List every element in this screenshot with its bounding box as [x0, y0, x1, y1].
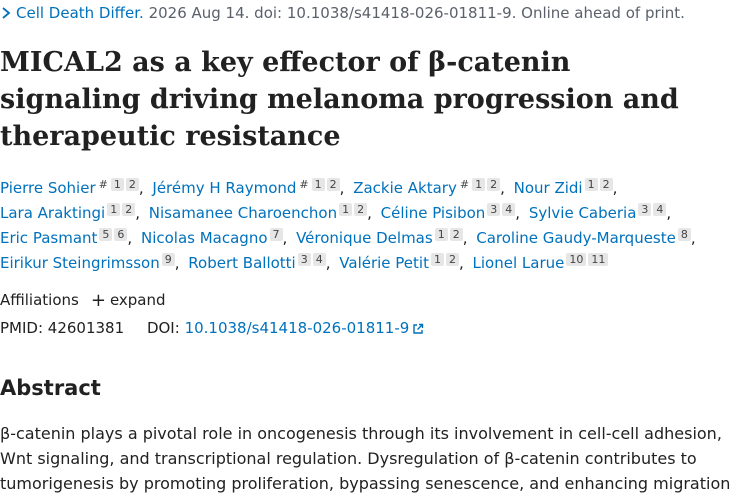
external-link-icon — [413, 323, 424, 334]
author: Caroline Gaudy-Marqueste 8 — [476, 228, 700, 247]
author-superscript[interactable]: 2 — [326, 178, 340, 191]
author-name[interactable]: Caroline Gaudy-Marqueste — [476, 229, 676, 247]
article-title: MICAL2 as a key effector of β-catenin si… — [0, 47, 679, 152]
author-superscript[interactable]: 9 — [161, 253, 175, 266]
author-name[interactable]: Eirikur Steingrimsson — [0, 254, 160, 272]
author-superscript[interactable]: 1 — [472, 178, 486, 191]
author: Nour Zidi 1 2 — [513, 178, 621, 197]
author-superscript[interactable]: 2 — [445, 253, 459, 266]
author-list: Pierre Sohier#12 Jérémy H Raymond#12 Zac… — [0, 176, 702, 276]
author-superscript[interactable]: 10 — [566, 253, 587, 266]
author-name[interactable]: Jérémy H Raymond — [152, 179, 297, 197]
author: Nisamanee Charoenchon 1 2 — [148, 203, 376, 222]
author-superscript[interactable]: 2 — [122, 203, 136, 216]
author-name[interactable]: Lara Araktingi — [0, 204, 106, 222]
author-superscript[interactable]: # — [98, 178, 108, 191]
author-superscript[interactable]: 2 — [449, 228, 463, 241]
abstract-text: β-catenin plays a pivotal role in oncoge… — [0, 424, 731, 500]
author-superscript[interactable]: 1 — [584, 178, 598, 191]
author-superscript[interactable]: 4 — [502, 203, 516, 216]
author-superscript[interactable]: 1 — [434, 228, 448, 241]
author-name[interactable]: Véronique Delmas — [296, 229, 433, 247]
author: Robert Ballotti 3 4 — [188, 253, 335, 272]
journal-link[interactable]: Cell Death Differ. — [16, 4, 144, 22]
author: Eric Pasmant 5 6 — [0, 228, 136, 247]
author-superscript[interactable]: 2 — [487, 178, 501, 191]
abstract-heading: Abstract — [0, 376, 101, 400]
author-superscript[interactable]: 7 — [269, 228, 283, 241]
citation-details: 2026 Aug 14. doi: 10.1038/s41418-026-018… — [148, 4, 685, 22]
citation: Cell Death Differ. 2026 Aug 14. doi: 10.… — [0, 4, 685, 22]
author: Lara Araktingi 1 2 — [0, 203, 144, 222]
author-superscript[interactable]: 1 — [339, 203, 353, 216]
author-superscript[interactable]: # — [299, 178, 309, 191]
author-name[interactable]: Nisamanee Charoenchon — [148, 204, 338, 222]
author-superscript[interactable]: 6 — [114, 228, 128, 241]
author-name[interactable]: Céline Pisibon — [380, 204, 486, 222]
author-superscript[interactable]: 3 — [638, 203, 652, 216]
author-name[interactable]: Eric Pasmant — [0, 229, 98, 247]
author-name[interactable]: Nicolas Macagno — [140, 229, 268, 247]
author-superscript[interactable]: 2 — [354, 203, 368, 216]
plus-icon[interactable]: + — [90, 290, 106, 311]
author-superscript[interactable]: 4 — [653, 203, 667, 216]
author: Céline Pisibon 3 4 — [380, 203, 524, 222]
author: Véronique Delmas 1 2 — [296, 228, 471, 247]
author: Valérie Petit 1 2 — [339, 253, 468, 272]
affiliations-label: Affiliations — [0, 291, 79, 309]
author-superscript[interactable]: 5 — [99, 228, 113, 241]
author-superscript[interactable]: # — [459, 178, 470, 191]
author-superscript[interactable]: 2 — [599, 178, 613, 191]
author-superscript[interactable]: 8 — [677, 228, 691, 241]
pmid: 42601381 — [47, 319, 125, 337]
identifiers: PMID: 42601381 DOI: 10.1038/s41418-026-0… — [0, 319, 424, 337]
doi-link[interactable]: 10.1038/s41418-026-01811-9 — [184, 319, 410, 337]
author-superscript[interactable]: 1 — [311, 178, 325, 191]
pmid-label: PMID: — [0, 319, 44, 337]
author-superscript[interactable]: 3 — [487, 203, 501, 216]
author-name[interactable]: Lionel Larue — [472, 254, 565, 272]
author: Pierre Sohier #1 2 — [0, 178, 148, 197]
doi-label: DOI: — [146, 319, 180, 337]
author-superscript[interactable]: 1 — [110, 178, 124, 191]
chevron-icon — [2, 7, 11, 19]
author-name[interactable]: Sylvie Caberia — [528, 204, 637, 222]
author-superscript[interactable]: 4 — [312, 253, 326, 266]
author-name[interactable]: Robert Ballotti — [188, 254, 296, 272]
author: Zackie Aktary #1 2 — [353, 178, 509, 197]
author: Eirikur Steingrimsson 9 — [0, 253, 184, 272]
affiliations: Affiliations + expand — [0, 290, 166, 311]
author-superscript[interactable]: 2 — [125, 178, 139, 191]
author-superscript[interactable]: 3 — [297, 253, 311, 266]
expand-toggle[interactable]: expand — [109, 291, 166, 309]
author: Sylvie Caberia 3 4 — [528, 203, 675, 222]
author-name[interactable]: Zackie Aktary — [353, 179, 457, 197]
author: Nicolas Macagno 7 — [140, 228, 291, 247]
author-name[interactable]: Nour Zidi — [513, 179, 583, 197]
author-name[interactable]: Valérie Petit — [339, 254, 429, 272]
author: Jérémy H Raymond #1 2 — [152, 178, 348, 197]
author-name[interactable]: Pierre Sohier — [0, 179, 96, 197]
author-superscript[interactable]: 1 — [107, 203, 121, 216]
author-superscript[interactable]: 11 — [588, 253, 609, 266]
author: Lionel Larue 10 11 — [472, 253, 609, 272]
author-superscript[interactable]: 1 — [430, 253, 444, 266]
